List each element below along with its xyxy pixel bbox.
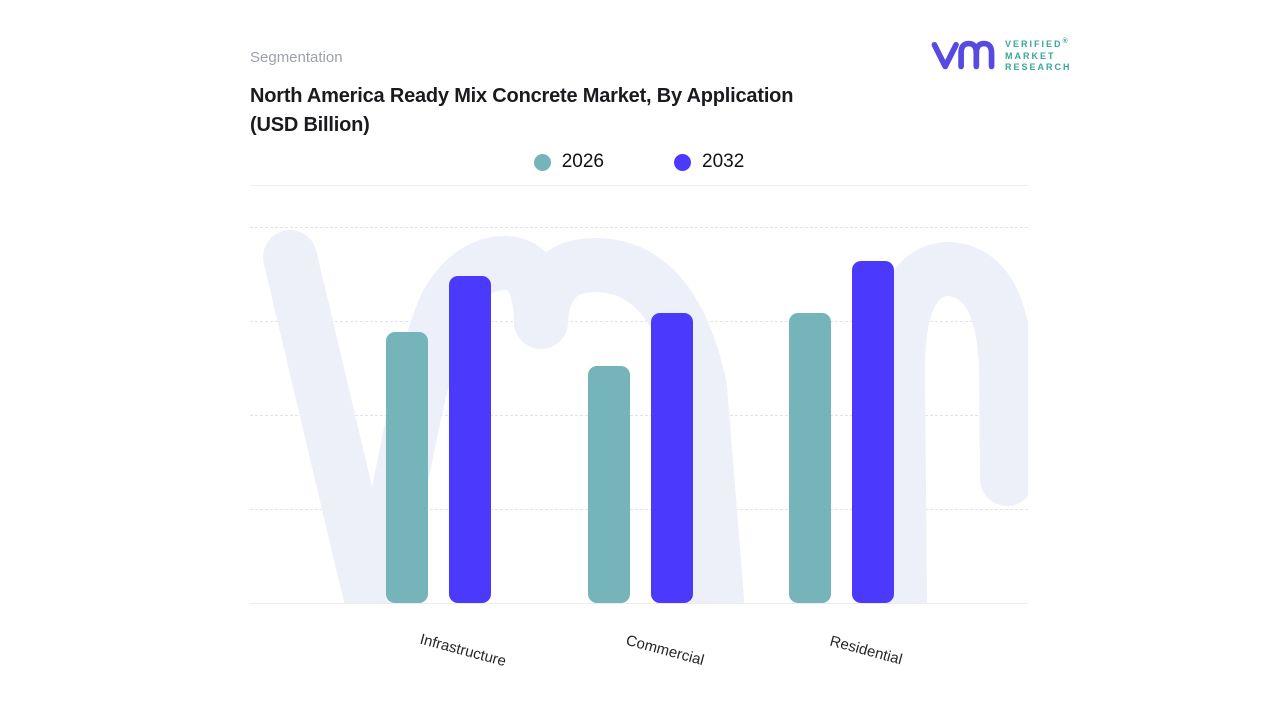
legend-swatch-2032: [674, 153, 691, 171]
brand-wordmark: VERIFIED® MARKET RESEARCH: [1005, 36, 1072, 74]
legend-swatch-2026: [533, 153, 551, 171]
legend-label-2026: 2026: [561, 151, 604, 172]
chart-legend: 2026 2032: [250, 147, 1028, 177]
bar-commercial-2032: [650, 313, 693, 603]
chart-title: North America Ready Mix Concrete Market,…: [250, 82, 890, 140]
category-label-residential: Residential: [827, 632, 905, 669]
chart-title-line2: (USD Billion): [250, 114, 370, 136]
section-label: Segmentation: [250, 49, 343, 66]
brand-line-research: RESEARCH: [1005, 62, 1072, 73]
gridline: [250, 415, 1028, 416]
bar-residential-2026: [789, 313, 831, 603]
bar-residential-2032: [852, 261, 894, 603]
vmr-watermark-icon: [263, 230, 1028, 603]
plot-area: [250, 227, 1028, 604]
gridline: [250, 321, 1028, 322]
bar-infrastructure-2032: [449, 276, 491, 603]
bar-infrastructure-2026: [386, 332, 428, 603]
chart-title-line1: North America Ready Mix Concrete Market,…: [250, 85, 794, 107]
vmr-logo-icon: [931, 40, 995, 70]
category-label-infrastructure: Infrastructure: [418, 630, 508, 671]
bar-commercial-2026: [587, 366, 630, 603]
legend-item-2032: 2032: [674, 151, 744, 173]
gridline: [250, 509, 1028, 510]
brand-logo: VERIFIED® MARKET RESEARCH: [930, 36, 1072, 74]
brand-line-verified: VERIFIED: [1005, 39, 1063, 50]
registered-mark: ®: [1062, 38, 1068, 46]
legend-label-2032: 2032: [702, 151, 745, 172]
header-divider: [250, 185, 1028, 186]
legend-item-2026: 2026: [533, 151, 604, 173]
brand-line-market: MARKET: [1005, 50, 1056, 61]
gridline: [250, 227, 1028, 228]
category-label-commercial: Commercial: [623, 631, 706, 670]
